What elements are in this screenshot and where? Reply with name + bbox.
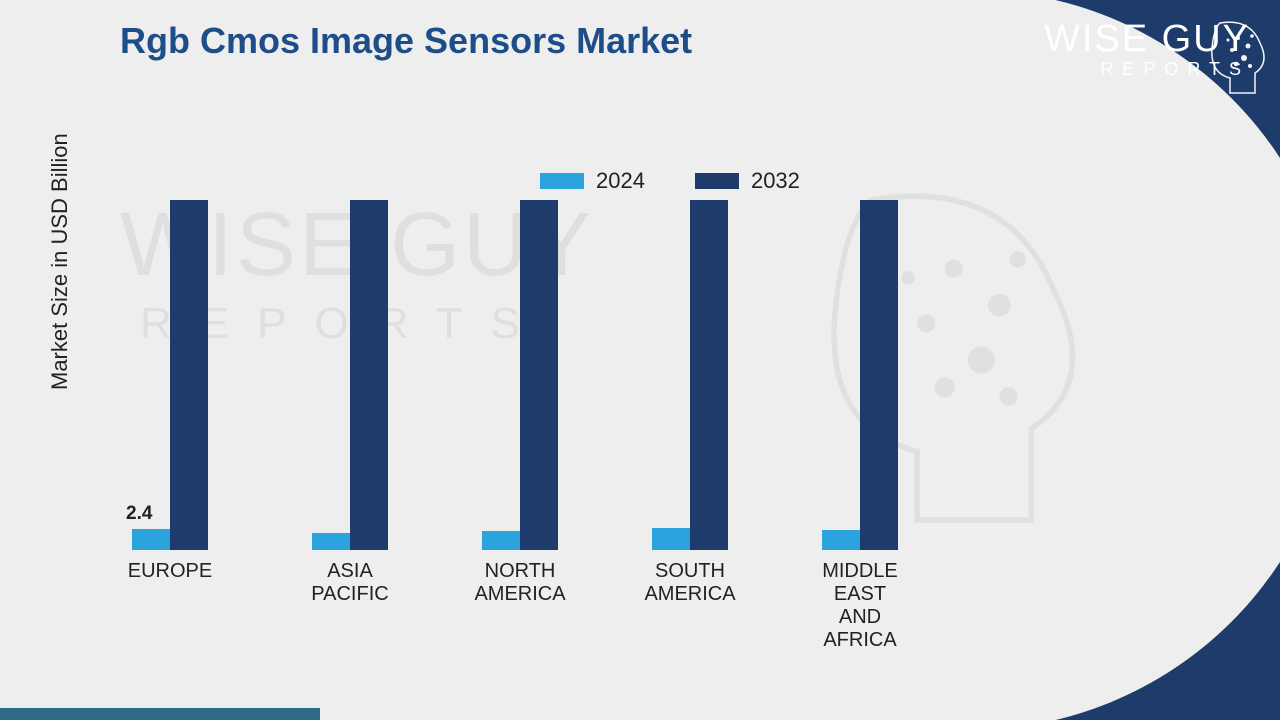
bar-namer-2024 [482, 531, 520, 550]
x-label-mea: MIDDLE EAST AND AFRICA [790, 560, 930, 652]
legend-item-2024: 2024 [540, 168, 645, 194]
x-label-namer: NORTH AMERICA [450, 560, 590, 606]
bottom-accent-bar [0, 708, 320, 720]
bar-samer-2032 [690, 200, 728, 550]
legend: 2024 2032 [540, 168, 800, 194]
legend-item-2032: 2032 [695, 168, 800, 194]
brand-logo: WISE GUY REPORTS [1044, 20, 1250, 78]
bar-samer-2024 [652, 528, 690, 550]
bar-group-namer [482, 200, 558, 550]
legend-swatch-2032 [695, 173, 739, 189]
logo-line2: REPORTS [1044, 60, 1250, 78]
brand-panel [970, 0, 1280, 720]
logo-line1: WISE GUY [1044, 20, 1250, 58]
legend-label-2032: 2032 [751, 168, 800, 194]
bar-europe-2024 [132, 529, 170, 550]
legend-swatch-2024 [540, 173, 584, 189]
bar-namer-2032 [520, 200, 558, 550]
bar-group-samer [652, 200, 728, 550]
bar-mea-2032 [860, 200, 898, 550]
plot-area: 2.4 [110, 200, 920, 550]
bar-value-label-europe: 2.4 [126, 503, 152, 525]
bar-mea-2024 [822, 530, 860, 550]
x-label-samer: SOUTH AMERICA [620, 560, 760, 606]
y-axis-label: Market Size in USD Billion [47, 133, 73, 390]
legend-label-2024: 2024 [596, 168, 645, 194]
bar-group-asia [312, 200, 388, 550]
bar-asia-2032 [350, 200, 388, 550]
bar-group-europe [132, 200, 208, 550]
chart-canvas: Rgb Cmos Image Sensors Market WISE GUY R… [0, 0, 1280, 720]
x-label-europe: EUROPE [100, 560, 240, 583]
bar-asia-2024 [312, 533, 350, 551]
x-label-asia: ASIA PACIFIC [280, 560, 420, 606]
bar-europe-2032 [170, 200, 208, 550]
chart-title: Rgb Cmos Image Sensors Market [120, 20, 692, 62]
bar-group-mea [822, 200, 898, 550]
